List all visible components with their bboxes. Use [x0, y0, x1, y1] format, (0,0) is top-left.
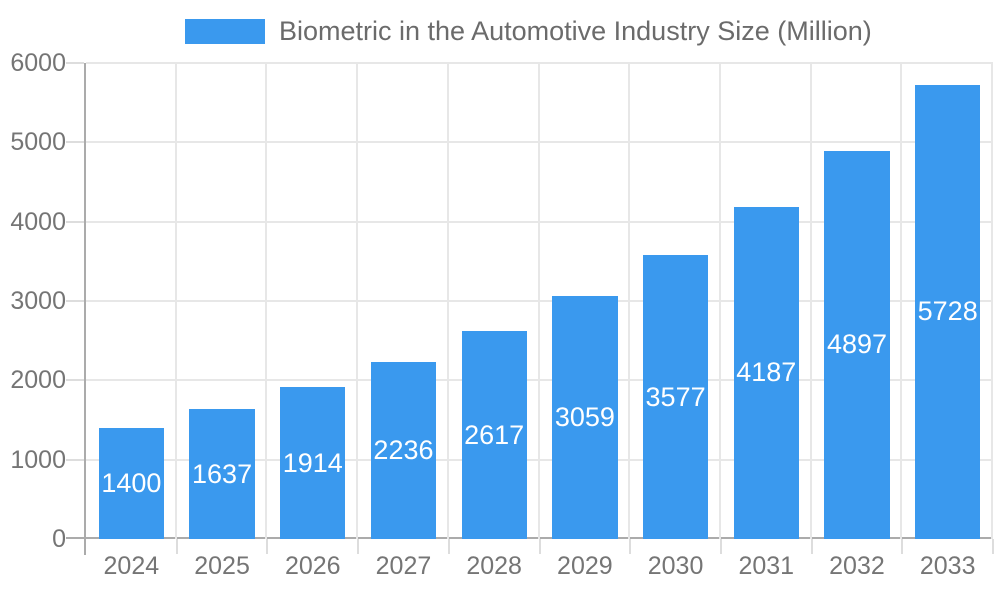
- x-tick-mark: [538, 539, 541, 554]
- y-tick-mark: [66, 62, 84, 64]
- x-tick-mark: [357, 539, 360, 554]
- x-tick-mark: [992, 539, 995, 554]
- x-tick-label: 2033: [919, 552, 976, 580]
- bar-2031[interactable]: 4187: [733, 206, 799, 539]
- y-tick-label: 3000: [10, 287, 66, 315]
- y-tick-mark: [66, 141, 84, 144]
- x-tick-mark: [175, 539, 178, 554]
- gridline-vertical: [356, 63, 359, 539]
- y-axis-labels: 0 1000 2000 3000 4000 5000 6000: [0, 49, 66, 553]
- category-slot: 4187 2031: [721, 63, 813, 580]
- bar-2029[interactable]: 3059: [552, 296, 618, 539]
- x-tick-label: 2027: [375, 552, 432, 580]
- x-tick-label: 2024: [103, 552, 160, 580]
- bar-value-label: 3577: [645, 381, 706, 412]
- y-tick-mark: [66, 300, 84, 302]
- x-tick-label: 2026: [284, 552, 341, 580]
- y-tick-label: 0: [52, 525, 66, 553]
- category-slot: 3059 2029: [540, 63, 632, 580]
- x-axis-baseline: [66, 537, 993, 539]
- bar-value-label: 4897: [826, 329, 888, 360]
- bar-value-label: 2236: [373, 434, 434, 465]
- y-tick-mark: [66, 379, 84, 382]
- legend-swatch[interactable]: [185, 19, 265, 44]
- x-tick-mark: [810, 539, 813, 554]
- y-tick-mark: [66, 220, 84, 223]
- bar-value-label: 2617: [464, 419, 525, 450]
- bar-2026[interactable]: 1914: [280, 387, 346, 539]
- y-tick-label: 4000: [10, 207, 66, 236]
- bar-value-label: 4187: [736, 357, 797, 388]
- x-tick-mark: [447, 539, 450, 554]
- gridline-vertical: [174, 63, 177, 539]
- gridline-horizontal: [86, 379, 993, 382]
- gridline-vertical: [718, 63, 721, 539]
- x-tick-mark: [266, 539, 269, 554]
- bar-value-label: 5728: [917, 296, 978, 327]
- y-tick-label: 5000: [10, 128, 66, 157]
- bar-value-label: 1400: [101, 467, 162, 498]
- y-tick-mark: [66, 458, 84, 461]
- legend[interactable]: Biometric in the Automotive Industry Siz…: [185, 16, 872, 47]
- gridline-horizontal: [86, 458, 993, 461]
- gridline-horizontal: [86, 300, 993, 302]
- x-tick-label: 2031: [738, 552, 795, 580]
- category-slot: 1400 2024: [86, 63, 178, 580]
- x-tick-mark: [719, 539, 722, 554]
- y-tick-label: 6000: [10, 49, 66, 77]
- bar-value-label: 3059: [554, 402, 615, 433]
- category-slot: 1637 2025: [177, 63, 269, 580]
- x-tick-mark: [901, 539, 904, 554]
- x-tick-label: 2032: [829, 552, 885, 580]
- bars-layer: 1400 2024 1637 2025 1914 2026 2236 2027 2617 2028…: [86, 63, 995, 580]
- gridline-horizontal: [86, 141, 993, 144]
- category-slot: 5728 2033: [902, 63, 995, 580]
- gridline-vertical: [265, 63, 268, 539]
- gridline-vertical: [446, 63, 449, 539]
- x-tick-label: 2025: [194, 552, 250, 580]
- category-slot: 4897 2032: [812, 63, 904, 580]
- gridline-horizontal: [86, 220, 993, 223]
- bar-2028[interactable]: 2617: [461, 331, 527, 539]
- category-slot: 1914 2026: [267, 63, 360, 580]
- gridline-vertical: [537, 63, 540, 539]
- category-slot: 2236 2027: [358, 63, 450, 580]
- gridline-vertical: [991, 63, 993, 539]
- bar-2030[interactable]: 3577: [642, 255, 709, 539]
- bar-2032[interactable]: 4897: [824, 150, 890, 539]
- gridline-vertical: [628, 63, 631, 539]
- gridline-vertical: [809, 63, 812, 539]
- gridline-vertical: [900, 63, 903, 539]
- bar-2025[interactable]: 1637: [189, 409, 255, 539]
- legend-label[interactable]: Biometric in the Automotive Industry Siz…: [279, 16, 872, 46]
- x-tick-mark: [629, 539, 632, 554]
- gridline-horizontal: [86, 62, 993, 64]
- x-tick-label: 2028: [466, 552, 522, 580]
- plot-area: 1400 2024 1637 2025 1914 2026 2236 2027 2617 2028…: [66, 62, 995, 580]
- y-tick-label: 2000: [10, 366, 66, 395]
- bar-2033[interactable]: 5728: [915, 84, 981, 539]
- bar-2027[interactable]: 2236: [370, 361, 437, 539]
- y-axis-line: [84, 63, 86, 555]
- x-tick-label: 2029: [557, 552, 613, 580]
- category-slot: 2617 2028: [449, 63, 541, 580]
- category-slot: 3577 2030: [630, 63, 722, 580]
- x-tick-label: 2030: [647, 552, 704, 580]
- y-tick-label: 1000: [10, 445, 66, 474]
- bar-2024[interactable]: 1400: [98, 427, 164, 539]
- bar-value-label: 1914: [282, 447, 343, 478]
- bar-value-label: 1637: [192, 458, 253, 489]
